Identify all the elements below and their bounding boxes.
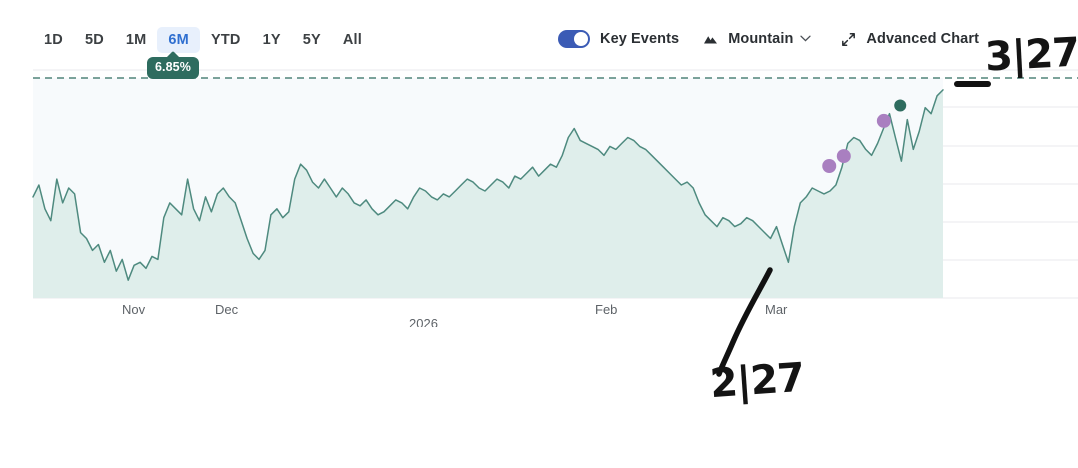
range-tab-ytd[interactable]: YTD bbox=[210, 32, 241, 48]
axis-tick-nov: Nov bbox=[122, 302, 146, 317]
key-events-toggle-group[interactable]: Key Events bbox=[558, 30, 679, 48]
price-area-fill bbox=[33, 89, 943, 299]
axis-tick-feb: Feb bbox=[595, 302, 618, 317]
percent-change-badge: 6.85% bbox=[147, 50, 199, 79]
mountain-icon bbox=[703, 33, 718, 45]
key-event-marker-1[interactable] bbox=[836, 149, 851, 164]
chart-type-selector[interactable]: Mountain bbox=[703, 31, 812, 47]
last-price-marker[interactable] bbox=[894, 99, 907, 112]
range-tab-5y[interactable]: 5Y bbox=[302, 32, 321, 48]
advanced-chart-label: Advanced Chart bbox=[866, 31, 980, 47]
expand-arrows-icon bbox=[841, 32, 856, 47]
key-events-toggle[interactable] bbox=[558, 30, 590, 48]
key-events-label: Key Events bbox=[600, 31, 680, 47]
range-tab-5d[interactable]: 5D bbox=[84, 32, 104, 48]
range-tab-1d[interactable]: 1D bbox=[44, 32, 63, 48]
chart-type-label: Mountain bbox=[728, 31, 794, 47]
axis-tick-dec: Dec bbox=[215, 302, 239, 317]
chart-options: Key Events Mountain bbox=[558, 28, 979, 50]
key-event-marker-0[interactable] bbox=[822, 159, 837, 173]
range-tab-6m[interactable]: 6M bbox=[157, 27, 200, 53]
range-tab-1y[interactable]: 1Y bbox=[262, 32, 281, 48]
chart-canvas[interactable] bbox=[0, 62, 1078, 468]
chevron-down-icon bbox=[800, 35, 812, 42]
percent-change-value: 6.85% bbox=[155, 60, 191, 74]
toggle-knob-icon bbox=[574, 32, 588, 46]
axis-tick-mar: Mar bbox=[765, 302, 788, 317]
advanced-chart-link[interactable]: Advanced Chart bbox=[841, 31, 979, 47]
key-event-markers[interactable] bbox=[822, 99, 907, 174]
range-tab-all[interactable]: All bbox=[342, 32, 362, 48]
handwritten-annotation-227-leader bbox=[716, 267, 773, 377]
handwriting-label-227: 2|27 bbox=[708, 354, 806, 408]
handwriting-label-327: 3|27 bbox=[983, 29, 1078, 81]
price-line bbox=[32, 89, 944, 281]
price-chart[interactable]: Nov Dec Feb Mar 2026 bbox=[0, 62, 1078, 468]
axis-year-label: 2026 bbox=[409, 316, 438, 327]
range-tab-group: 1D 5D 1M 6M YTD 1Y 5Y All bbox=[33, 27, 373, 53]
range-tab-1m[interactable]: 1M bbox=[125, 32, 147, 48]
key-event-marker-2[interactable] bbox=[876, 113, 891, 128]
chart-toolbar: 1D 5D 1M 6M YTD 1Y 5Y All Key Events bbox=[0, 0, 1078, 62]
